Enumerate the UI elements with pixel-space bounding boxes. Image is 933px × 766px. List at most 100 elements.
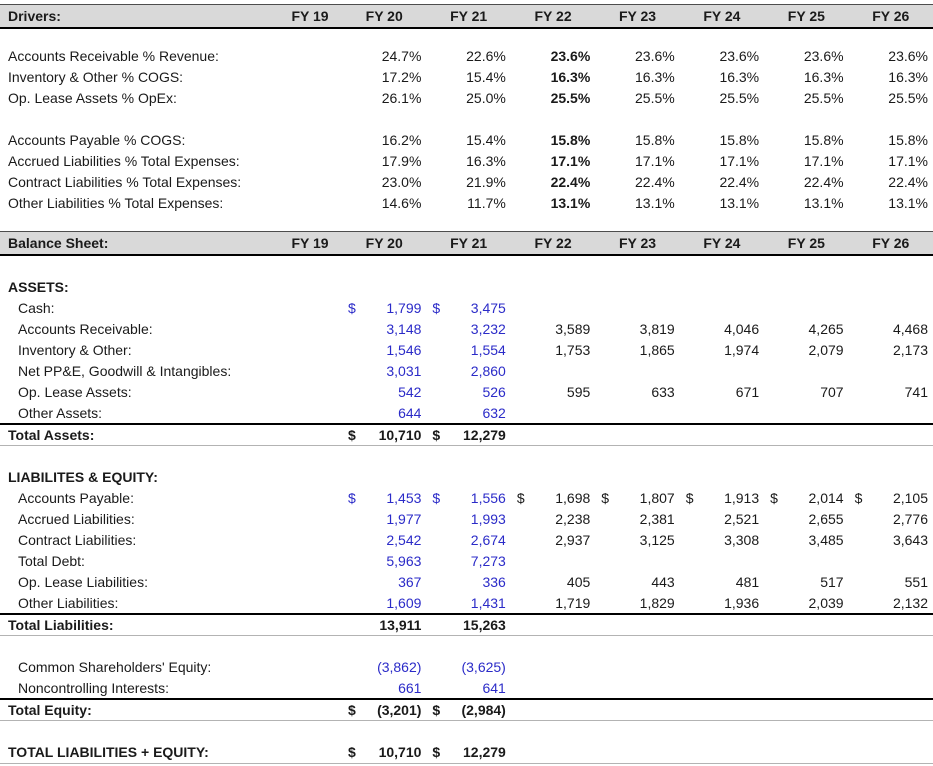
cell-fy25[interactable]: 23.6% (764, 45, 848, 66)
cell-fy22[interactable] (511, 615, 595, 635)
cell-fy22[interactable]: 16.3% (511, 66, 595, 87)
cell-fy21[interactable]: 526 (426, 381, 510, 402)
cell-fy20[interactable]: 367 (342, 571, 426, 592)
cell-fy25[interactable]: 16.3% (764, 66, 848, 87)
cell-fy23[interactable] (595, 677, 679, 698)
cell-fy20[interactable]: 3,148 (342, 318, 426, 339)
row-label[interactable]: Accounts Receivable % Revenue: (8, 47, 219, 64)
cell-fy21[interactable]: 22.6% (426, 45, 510, 66)
row-label[interactable]: Contract Liabilities % Total Expenses: (8, 173, 242, 190)
cell-fy24[interactable]: 3,308 (680, 529, 764, 550)
cell-fy22[interactable] (511, 402, 595, 423)
cell-fy25[interactable]: 13.1% (764, 192, 848, 213)
cell-fy24[interactable] (680, 360, 764, 381)
cell-fy19[interactable] (278, 508, 342, 529)
cell-fy19[interactable] (278, 615, 342, 635)
cell-fy24[interactable]: 16.3% (680, 66, 764, 87)
cell-fy23[interactable] (595, 402, 679, 423)
cell-fy24[interactable]: $1,913 (680, 487, 764, 508)
cell-fy19[interactable] (278, 677, 342, 698)
row-label[interactable]: Other Liabilities % Total Expenses: (8, 194, 224, 211)
cell-fy19[interactable] (278, 571, 342, 592)
cell-fy23[interactable]: 15.8% (595, 129, 679, 150)
column-header-fy26[interactable]: FY 26 (872, 235, 910, 251)
cell-fy23[interactable]: 3,819 (595, 318, 679, 339)
cell-fy21[interactable]: 3,232 (426, 318, 510, 339)
row-label[interactable]: LIABILITES & EQUITY: (8, 468, 158, 485)
cell-fy19[interactable] (278, 592, 342, 613)
cell-fy25[interactable] (764, 700, 848, 720)
cell-fy22[interactable]: 15.8% (511, 129, 595, 150)
cell-fy21[interactable]: 1,554 (426, 339, 510, 360)
cell-fy21[interactable]: 632 (426, 402, 510, 423)
cell-fy24[interactable] (680, 297, 764, 318)
cell-fy25[interactable] (764, 360, 848, 381)
cell-fy19[interactable] (278, 360, 342, 381)
row-label[interactable]: Total Assets: (8, 427, 95, 443)
cell-fy23[interactable] (595, 360, 679, 381)
cell-fy26[interactable]: 2,173 (849, 339, 933, 360)
cell-fy23[interactable]: $1,807 (595, 487, 679, 508)
column-header-fy19[interactable]: FY 19 (291, 235, 329, 251)
cell-fy23[interactable] (595, 297, 679, 318)
cell-fy25[interactable] (764, 677, 848, 698)
cell-fy19[interactable] (278, 297, 342, 318)
row-label[interactable]: Inventory & Other: (18, 341, 132, 358)
cell-fy21[interactable]: 336 (426, 571, 510, 592)
cell-fy20[interactable]: 17.9% (342, 150, 426, 171)
cell-fy19[interactable] (278, 45, 342, 66)
cell-fy23[interactable] (595, 615, 679, 635)
cell-fy24[interactable]: 481 (680, 571, 764, 592)
cell-fy22[interactable] (511, 741, 595, 763)
cell-fy26[interactable]: 3,643 (849, 529, 933, 550)
cell-fy25[interactable]: 3,485 (764, 529, 848, 550)
cell-fy24[interactable] (680, 550, 764, 571)
cell-fy19[interactable] (278, 381, 342, 402)
cell-fy19[interactable] (278, 487, 342, 508)
row-label[interactable]: Op. Lease Assets: (18, 383, 132, 400)
cell-fy20[interactable]: 24.7% (342, 45, 426, 66)
row-label[interactable]: Accounts Payable % COGS: (8, 131, 186, 148)
cell-fy26[interactable]: $2,105 (849, 487, 933, 508)
cell-fy25[interactable] (764, 297, 848, 318)
cell-fy26[interactable] (849, 615, 933, 635)
cell-fy23[interactable] (595, 656, 679, 677)
cell-fy26[interactable] (849, 425, 933, 445)
cell-fy26[interactable] (849, 550, 933, 571)
cell-fy19[interactable] (278, 171, 342, 192)
row-label[interactable]: Cash: (18, 299, 55, 316)
cell-fy19[interactable] (278, 402, 342, 423)
cell-fy26[interactable]: 4,468 (849, 318, 933, 339)
cell-fy21[interactable]: 1,431 (426, 592, 510, 613)
row-label[interactable]: Total Equity: (8, 702, 92, 718)
cell-fy25[interactable]: 25.5% (764, 87, 848, 108)
cell-fy21[interactable]: 16.3% (426, 150, 510, 171)
cell-fy23[interactable] (595, 425, 679, 445)
cell-fy20[interactable]: 16.2% (342, 129, 426, 150)
cell-fy20[interactable]: 3,031 (342, 360, 426, 381)
cell-fy23[interactable]: 16.3% (595, 66, 679, 87)
cell-fy24[interactable] (680, 615, 764, 635)
row-label[interactable]: Inventory & Other % COGS: (8, 68, 184, 85)
cell-fy21[interactable]: $ (2,984) (426, 700, 510, 720)
cell-fy24[interactable]: 17.1% (680, 150, 764, 171)
cell-fy22[interactable]: 1,753 (511, 339, 595, 360)
column-header-fy24[interactable]: FY 24 (703, 8, 741, 24)
cell-fy22[interactable]: 595 (511, 381, 595, 402)
cell-fy20[interactable]: 1,977 (342, 508, 426, 529)
cell-fy22[interactable]: 3,589 (511, 318, 595, 339)
cell-fy22[interactable] (511, 425, 595, 445)
cell-fy23[interactable]: 3,125 (595, 529, 679, 550)
cell-fy26[interactable] (849, 656, 933, 677)
cell-fy25[interactable]: 2,655 (764, 508, 848, 529)
cell-fy22[interactable]: 23.6% (511, 45, 595, 66)
cell-fy20[interactable]: 13,911 (342, 615, 426, 635)
cell-fy21[interactable]: 15.4% (426, 129, 510, 150)
row-label[interactable]: Net PP&E, Goodwill & Intangibles: (18, 362, 232, 379)
column-header-fy21[interactable]: FY 21 (450, 235, 488, 251)
cell-fy20[interactable]: 1,546 (342, 339, 426, 360)
cell-fy23[interactable]: 23.6% (595, 45, 679, 66)
cell-fy25[interactable]: $2,014 (764, 487, 848, 508)
cell-fy23[interactable]: 25.5% (595, 87, 679, 108)
cell-fy26[interactable]: 25.5% (849, 87, 933, 108)
